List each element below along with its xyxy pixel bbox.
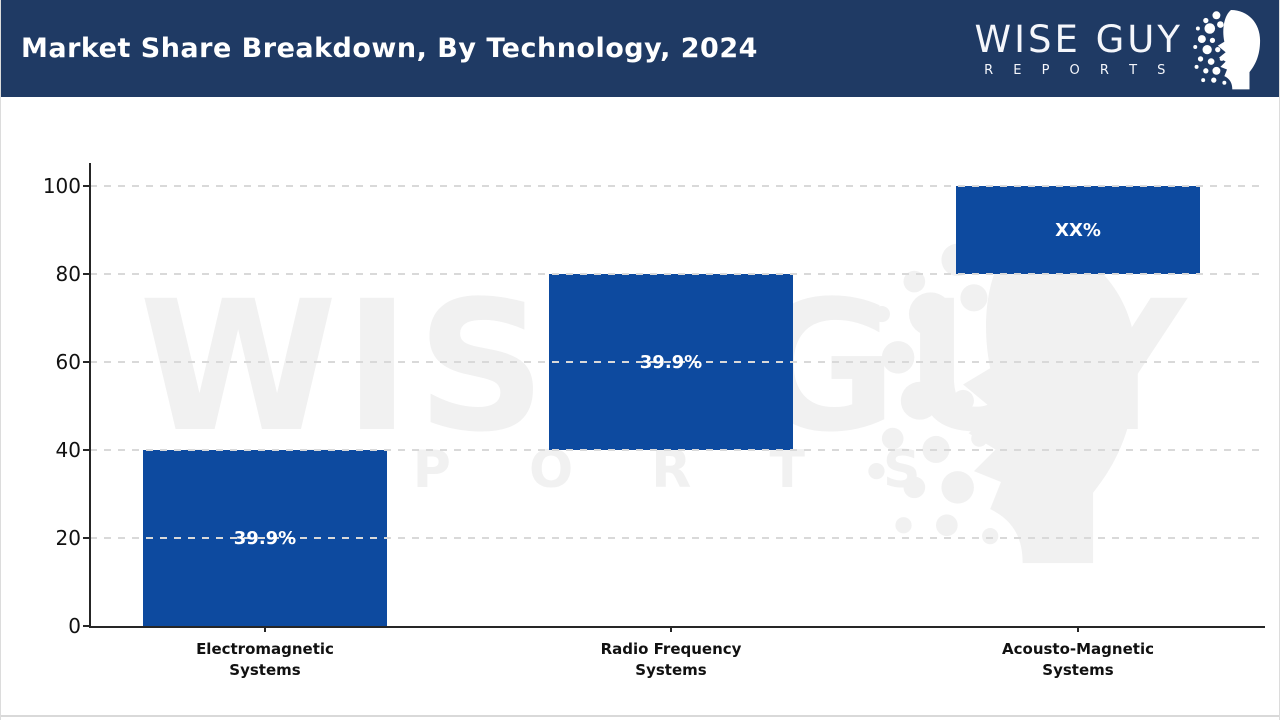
wiseguy-face-icon — [1193, 9, 1261, 89]
x-tick-mark — [264, 626, 266, 632]
y-tick-label: 20 — [55, 526, 81, 550]
y-tick-mark — [83, 361, 89, 363]
brand-logo: WISE GUY R E P O R T S — [975, 6, 1267, 92]
y-tick-label: 60 — [55, 350, 81, 374]
x-axis-line — [89, 626, 1265, 628]
grid-line — [90, 185, 1263, 187]
watermark-face-icon — [862, 238, 1137, 564]
y-tick-mark — [83, 449, 89, 451]
y-tick-label: 0 — [68, 614, 81, 638]
brand-subtitle: R E P O R T S — [984, 62, 1174, 78]
x-tick-mark — [670, 626, 672, 632]
x-category-label: Electromagnetic Systems — [196, 640, 334, 679]
x-category-label: Acousto-Magnetic Systems — [1002, 640, 1154, 679]
y-tick-label: 40 — [55, 438, 81, 462]
y-tick-mark — [83, 273, 89, 275]
brand-wordmark: WISE GUY R E P O R T S — [975, 21, 1183, 77]
y-tick-label: 80 — [55, 262, 81, 286]
y-tick-label: 100 — [42, 174, 81, 198]
chart-title: Market Share Breakdown, By Technology, 2… — [21, 33, 758, 64]
y-tick-mark — [83, 537, 89, 539]
y-axis-line — [89, 163, 91, 628]
brand-name: WISE GUY — [974, 17, 1183, 61]
x-tick-mark — [1077, 626, 1079, 632]
y-tick-mark — [83, 625, 89, 627]
x-category-label: Radio Frequency Systems — [600, 640, 742, 679]
header-band: Market Share Breakdown, By Technology, 2… — [1, 0, 1279, 97]
y-tick-mark — [83, 185, 89, 187]
bottom-divider — [1, 715, 1279, 717]
